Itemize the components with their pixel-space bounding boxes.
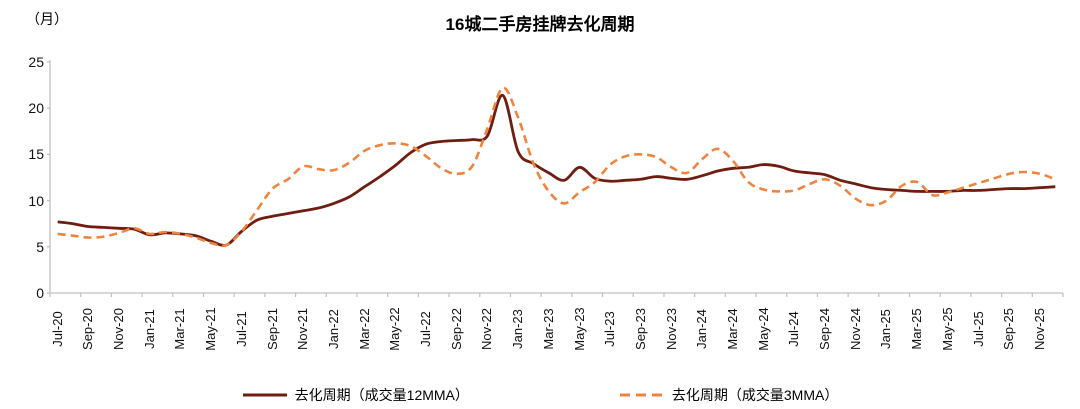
x-tick-label: Nov-23 bbox=[663, 308, 679, 350]
x-tick-label: Sep-23 bbox=[632, 308, 648, 350]
x-tick-label: Nov-20 bbox=[111, 308, 127, 350]
x-tick-label: Jul-23 bbox=[602, 311, 618, 347]
x-tick-label: Mar-22 bbox=[356, 308, 372, 350]
x-tick-label: Jul-25 bbox=[970, 311, 986, 347]
x-tick-label: Sep-22 bbox=[448, 308, 464, 350]
legend-label-12mma: 去化周期（成交量12MMA） bbox=[294, 387, 469, 403]
y-tick-label: 5 bbox=[36, 238, 44, 255]
x-tick-label: Sep-25 bbox=[1001, 308, 1017, 350]
x-tick-label: Nov-21 bbox=[295, 308, 311, 350]
x-tick-label: Jul-24 bbox=[786, 311, 802, 347]
x-tick-label: Sep-20 bbox=[80, 308, 96, 350]
x-tick-label: Jul-21 bbox=[233, 311, 249, 347]
solid-line-swatch-icon bbox=[242, 393, 287, 397]
x-tick-label: Jan-25 bbox=[878, 309, 894, 349]
x-tick-label: May-23 bbox=[571, 307, 587, 351]
legend-item-12mma: 去化周期（成交量12MMA） bbox=[242, 385, 469, 405]
y-tick-label: 20 bbox=[28, 100, 44, 117]
x-tick-label: May-21 bbox=[203, 307, 219, 351]
series-line-3mma bbox=[57, 86, 1056, 248]
x-tick-label: Nov-24 bbox=[847, 308, 863, 350]
dashed-line-swatch-icon bbox=[619, 393, 664, 397]
x-tick-label: Nov-22 bbox=[479, 308, 495, 350]
x-tick-label: Sep-21 bbox=[264, 308, 280, 350]
series-line-12mma bbox=[57, 93, 1056, 247]
chart-title: 16城二手房挂牌去化周期 bbox=[445, 15, 635, 34]
x-tick-label: Sep-24 bbox=[817, 308, 833, 350]
x-tick-label: Jul-20 bbox=[49, 311, 65, 347]
legend-label-3mma: 去化周期（成交量3MMA） bbox=[671, 387, 839, 403]
y-tick-label: 10 bbox=[28, 192, 44, 209]
y-tick-label: 25 bbox=[28, 54, 44, 70]
x-tick-label: Jan-21 bbox=[141, 309, 157, 349]
x-tick-label: Mar-24 bbox=[725, 308, 740, 350]
y-tick-label: 15 bbox=[28, 146, 44, 163]
x-tick-label: Mar-21 bbox=[172, 308, 188, 350]
x-tick-label: May-25 bbox=[939, 307, 955, 351]
x-tick-label: May-24 bbox=[755, 307, 771, 351]
legend-item-3mma: 去化周期（成交量3MMA） bbox=[619, 385, 838, 405]
x-tick-label: Jan-24 bbox=[694, 309, 710, 349]
x-tick-label: Jan-23 bbox=[510, 309, 526, 349]
legend: 去化周期（成交量12MMA） 去化周期（成交量3MMA） bbox=[0, 385, 1080, 405]
y-unit-label: （月） bbox=[26, 11, 68, 27]
x-tick-label: Jan-22 bbox=[325, 309, 341, 349]
x-tick-label: Mar-23 bbox=[540, 308, 556, 350]
x-tick-label: Mar-25 bbox=[909, 308, 925, 350]
y-tick-label: 0 bbox=[36, 285, 44, 301]
x-tick-label: Jul-22 bbox=[418, 311, 434, 347]
x-tick-label: Nov-25 bbox=[1031, 308, 1047, 350]
x-tick-label: May-22 bbox=[387, 307, 403, 351]
